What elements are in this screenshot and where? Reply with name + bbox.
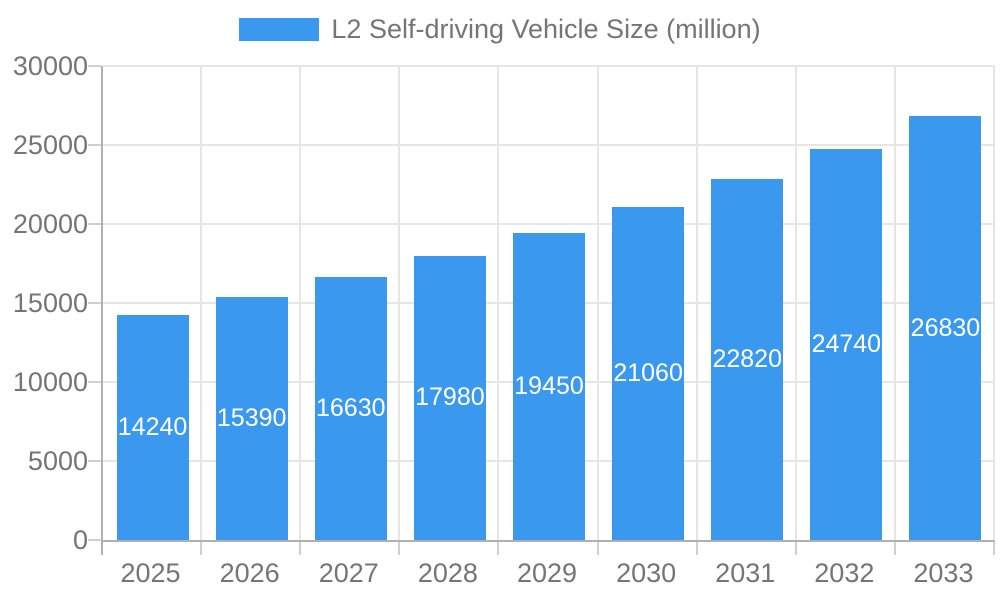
- x-tick-2: [299, 542, 301, 555]
- bar-value-label: 26830: [910, 313, 981, 342]
- x-gridline-1: [200, 66, 202, 540]
- x-axis-label-2025: 2025: [120, 558, 181, 588]
- x-tick-1: [200, 542, 202, 555]
- plot-area: 14240 15390 16630 17980 19450 21060 22820 24740…: [88, 65, 995, 555]
- x-gridline-7: [795, 66, 797, 540]
- x-gridline-8: [894, 66, 896, 540]
- x-axis-label-2030: 2030: [616, 558, 677, 588]
- y-axis-label: 15000: [12, 288, 88, 318]
- bar-2026[interactable]: 15390: [215, 296, 288, 540]
- y-axis-label: 20000: [12, 209, 88, 239]
- x-axis-label-2027: 2027: [318, 558, 379, 588]
- bar-value-label: 17980: [415, 383, 485, 412]
- x-axis-label-2026: 2026: [219, 558, 280, 588]
- y-axis-label: 25000: [12, 130, 88, 160]
- x-tick-6: [696, 542, 698, 555]
- legend-label: L2 Self-driving Vehicle Size (million): [331, 14, 761, 44]
- x-gridline-4: [497, 66, 499, 540]
- y-tick-5000: [88, 460, 101, 462]
- bar-2028[interactable]: 17980: [413, 255, 486, 540]
- bar-2029[interactable]: 19450: [513, 232, 585, 540]
- y-gridline-20000: [103, 223, 995, 225]
- legend-item[interactable]: L2 Self-driving Vehicle Size (million): [239, 14, 761, 45]
- y-gridline-30000: [103, 65, 995, 67]
- y-tick-25000: [88, 144, 101, 146]
- x-tick-4: [497, 542, 499, 555]
- y-tick-0: [88, 539, 101, 541]
- y-tick-30000: [88, 65, 101, 67]
- x-tick-0: [101, 542, 103, 555]
- y-tick-10000: [88, 381, 101, 383]
- x-tick-9: [993, 542, 995, 555]
- bar-value-label: 21060: [613, 359, 683, 388]
- x-tick-3: [398, 542, 400, 555]
- x-tick-5: [597, 542, 599, 555]
- x-gridline-2: [299, 66, 301, 540]
- x-tick-8: [894, 542, 896, 555]
- y-tick-15000: [88, 302, 101, 304]
- chart-legend: L2 Self-driving Vehicle Size (million): [0, 14, 1000, 45]
- x-axis-label-2033: 2033: [913, 558, 974, 588]
- x-tick-7: [795, 542, 797, 555]
- bar-2030[interactable]: 21060: [612, 207, 685, 540]
- bar-2025[interactable]: 14240: [116, 315, 189, 540]
- bar-value-label: 22820: [712, 345, 782, 374]
- y-axis-label: 0: [72, 525, 88, 555]
- bar-2033[interactable]: 26830: [909, 116, 982, 540]
- y-axis-label: 5000: [27, 446, 88, 476]
- y-tick-20000: [88, 223, 101, 225]
- x-gridline-9: [993, 66, 995, 540]
- bar-2027[interactable]: 16630: [314, 277, 387, 540]
- x-axis-label-2028: 2028: [417, 558, 478, 588]
- y-axis-label: 10000: [12, 367, 88, 397]
- x-gridline-6: [696, 66, 698, 540]
- bar-2031[interactable]: 22820: [711, 179, 784, 540]
- y-gridline-25000: [103, 144, 995, 146]
- bar-value-label: 14240: [117, 413, 188, 441]
- y-axis-label: 30000: [12, 51, 88, 81]
- bar-value-label: 19450: [514, 371, 584, 400]
- bar-2032[interactable]: 24740: [810, 149, 883, 540]
- x-axis-label-2031: 2031: [715, 558, 776, 588]
- bar-value-label: 24740: [811, 330, 882, 359]
- x-axis-label-2029: 2029: [516, 558, 578, 588]
- x-axis-label-2032: 2032: [814, 558, 875, 588]
- x-gridline-3: [398, 66, 400, 540]
- bar-value-label: 15390: [216, 403, 287, 432]
- bar-value-label: 16630: [316, 394, 386, 423]
- x-gridline-5: [597, 66, 599, 540]
- legend-swatch-icon: [239, 18, 320, 41]
